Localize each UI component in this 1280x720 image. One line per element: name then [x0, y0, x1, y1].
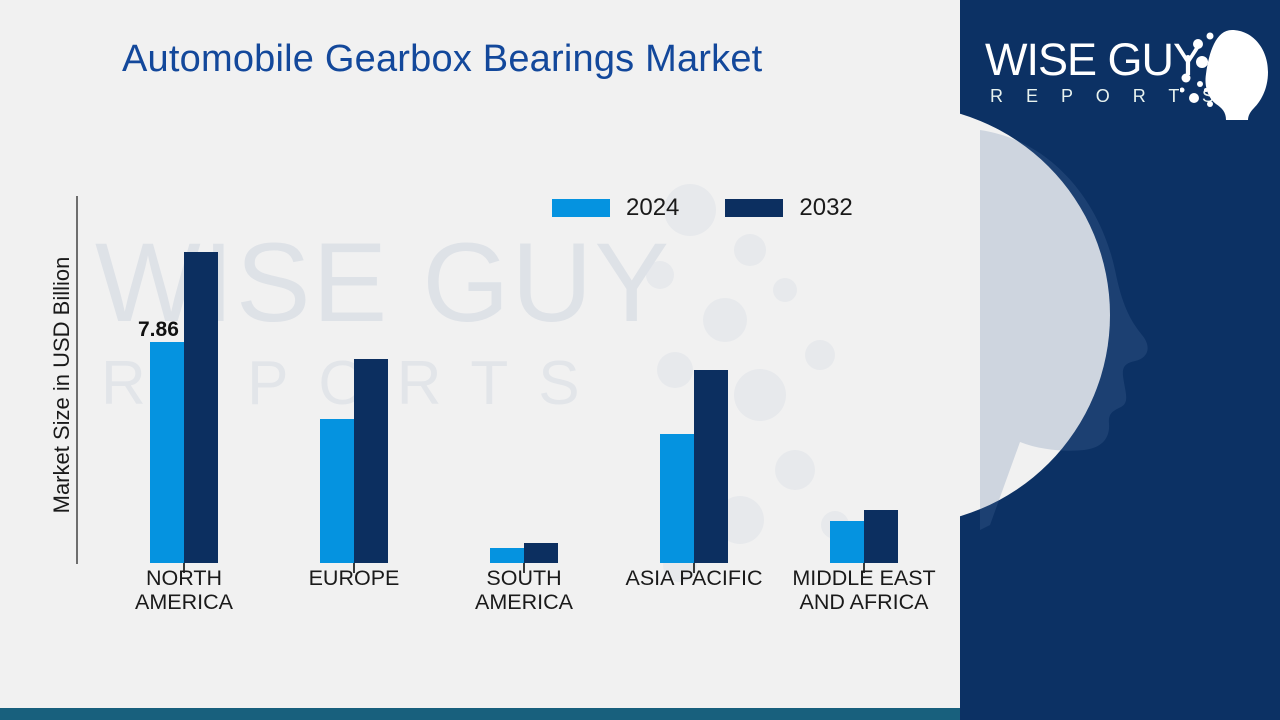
brand-panel	[960, 0, 1280, 720]
bar-2024	[830, 521, 864, 563]
x-axis-tick	[353, 563, 355, 573]
x-axis-category-label: MIDDLE EAST AND AFRICA	[792, 566, 936, 614]
legend-label-2032: 2032	[799, 194, 853, 221]
x-axis-category-label: NORTH AMERICA	[135, 566, 233, 614]
legend-item-2024[interactable]: 2024	[552, 194, 679, 222]
brand-logo: WISE GUY R E P O R T S	[985, 30, 1268, 120]
bar-value-label: 7.86	[138, 318, 179, 341]
x-axis-tick	[693, 563, 695, 573]
legend-swatch-2024-icon	[552, 199, 610, 217]
page-title: Automobile Gearbox Bearings Market	[122, 38, 763, 80]
bar-2032	[524, 543, 558, 563]
plot-area: Automobile Gearbox Bearings Market Marke…	[49, 38, 936, 614]
legend: 2024 2032	[552, 194, 853, 222]
x-axis-tick	[183, 563, 185, 573]
legend-swatch-2032-icon	[725, 199, 784, 217]
legend-label-2024: 2024	[626, 194, 680, 221]
y-axis-line	[76, 196, 78, 564]
bar-2024	[320, 419, 354, 563]
x-axis-category-label: EUROPE	[308, 566, 400, 590]
legend-item-2032[interactable]: 2032	[725, 194, 853, 222]
bar-2032	[354, 359, 388, 563]
logo-wordmark-primary: WISE GUY	[985, 34, 1203, 85]
bars-layer: NORTH AMERICA EUROPE SOUTH AMERICA ASIA PAC…	[135, 252, 936, 614]
bar-2032	[184, 252, 218, 563]
bar-2032	[864, 510, 898, 563]
bar-2024	[150, 342, 184, 563]
logo-head-profile-icon	[1180, 30, 1268, 120]
face-profile-silhouette-icon	[980, 130, 1148, 530]
x-axis-tick	[863, 563, 865, 573]
bottom-accent-strip	[0, 708, 960, 720]
bar-2032	[694, 370, 728, 563]
bar-2024	[660, 434, 694, 563]
bar-2024	[490, 548, 524, 563]
x-axis-tick	[523, 563, 525, 573]
logo-wordmark-secondary: R E P O R T S	[990, 86, 1224, 106]
x-axis-category-label: ASIA PACIFIC	[625, 566, 763, 590]
x-axis-category-label: SOUTH AMERICA	[475, 566, 573, 614]
